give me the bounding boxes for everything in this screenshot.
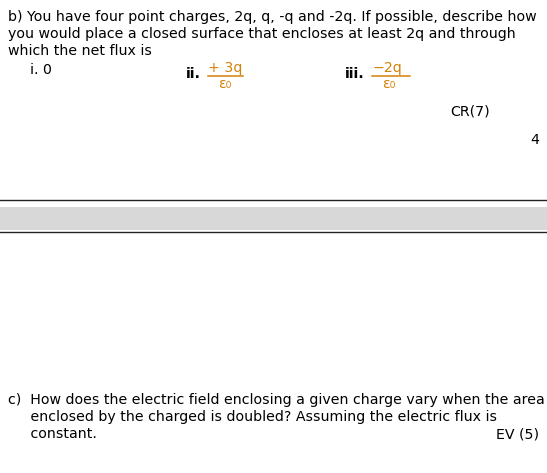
- Text: −2q: −2q: [372, 61, 401, 75]
- Text: ε₀: ε₀: [382, 77, 395, 91]
- Text: i. 0: i. 0: [30, 63, 52, 77]
- Text: b) You have four point charges, 2q, q, -q and -2q. If possible, describe how: b) You have four point charges, 2q, q, -…: [8, 10, 537, 24]
- Text: which the net flux is: which the net flux is: [8, 44, 152, 58]
- Text: EV (5): EV (5): [496, 427, 539, 441]
- Text: 4: 4: [530, 133, 539, 147]
- Text: ii.: ii.: [186, 67, 201, 81]
- Text: constant.: constant.: [8, 427, 97, 441]
- Text: + 3q: + 3q: [208, 61, 242, 75]
- Text: CR(7): CR(7): [450, 104, 490, 118]
- Text: c)  How does the electric field enclosing a given charge vary when the area: c) How does the electric field enclosing…: [8, 393, 545, 407]
- Text: ε₀: ε₀: [218, 77, 231, 91]
- Text: iii.: iii.: [345, 67, 365, 81]
- Bar: [0, 207, 547, 230]
- Text: enclosed by the charged is doubled? Assuming the electric flux is: enclosed by the charged is doubled? Assu…: [8, 410, 497, 424]
- Text: you would place a closed surface that encloses at least 2q and through: you would place a closed surface that en…: [8, 27, 516, 41]
